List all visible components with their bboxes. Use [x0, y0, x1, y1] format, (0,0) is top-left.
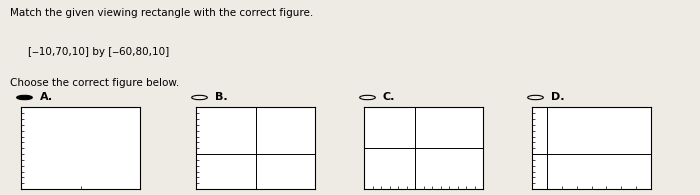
- Text: Choose the correct figure below.: Choose the correct figure below.: [10, 78, 180, 88]
- Text: Match the given viewing rectangle with the correct figure.: Match the given viewing rectangle with t…: [10, 8, 314, 18]
- Text: B.: B.: [215, 92, 228, 103]
- Text: D.: D.: [551, 92, 564, 103]
- Text: A.: A.: [40, 92, 53, 103]
- Text: [‒10,70,10] by [‒60,80,10]: [‒10,70,10] by [‒60,80,10]: [28, 47, 169, 57]
- Text: C.: C.: [383, 92, 395, 103]
- Circle shape: [17, 95, 32, 100]
